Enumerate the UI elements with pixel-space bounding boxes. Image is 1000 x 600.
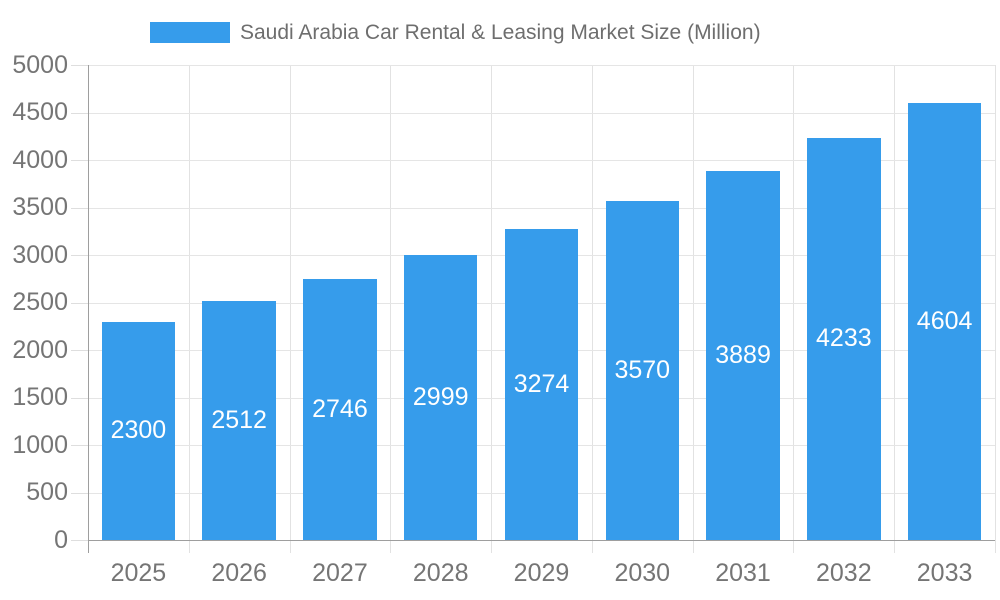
gridline-vertical xyxy=(289,65,291,553)
y-axis-tick xyxy=(71,540,88,541)
y-axis-tick xyxy=(71,445,88,446)
y-axis-tick xyxy=(71,397,88,399)
y-axis-tick xyxy=(71,112,88,114)
gridline-horizontal xyxy=(88,160,995,161)
y-axis-tick-label: 3500 xyxy=(12,193,68,221)
y-axis-tick-label: 0 xyxy=(54,525,68,554)
legend-swatch[interactable] xyxy=(150,22,230,43)
gridline-vertical xyxy=(793,65,795,553)
bar-value-label: 2300 xyxy=(110,416,167,445)
y-axis-tick-label: 2000 xyxy=(12,335,68,364)
gridline-vertical xyxy=(995,65,996,553)
bar-value-label: 2999 xyxy=(412,383,469,412)
gridline-vertical xyxy=(491,65,493,553)
gridline-vertical xyxy=(390,65,392,553)
y-axis-tick xyxy=(71,255,88,256)
bar: 2746 xyxy=(303,279,377,540)
x-axis-tick-label: 2027 xyxy=(312,559,368,587)
x-axis-tick-label: 2025 xyxy=(110,559,167,587)
bar: 3274 xyxy=(504,228,579,540)
bar-value-label: 3889 xyxy=(715,340,771,369)
y-axis-tick xyxy=(71,160,88,161)
y-axis-tick xyxy=(71,350,88,351)
bar-value-label: 2746 xyxy=(312,395,368,424)
x-axis-tick-label: 2029 xyxy=(513,559,570,587)
gridline-horizontal xyxy=(88,65,995,66)
x-axis-tick-label: 2026 xyxy=(211,559,267,587)
x-axis-tick-label: 2028 xyxy=(412,559,469,587)
y-axis-line xyxy=(88,65,89,553)
y-axis-tick xyxy=(71,492,88,494)
bar: 2999 xyxy=(403,255,478,540)
y-axis-tick xyxy=(71,65,88,66)
y-axis-tick-label: 4500 xyxy=(12,98,68,126)
bar: 2512 xyxy=(202,301,276,540)
x-axis-line xyxy=(88,540,995,541)
y-axis-tick xyxy=(71,302,88,304)
y-axis-tick-label: 1000 xyxy=(12,430,68,459)
bar-value-label: 3274 xyxy=(513,369,570,398)
x-axis-tick-label: 2032 xyxy=(816,559,872,587)
gridline-horizontal xyxy=(88,207,995,209)
y-axis-tick-label: 2500 xyxy=(12,288,68,316)
legend-label[interactable]: Saudi Arabia Car Rental & Leasing Market… xyxy=(240,21,761,44)
x-axis-tick-label: 2031 xyxy=(715,559,771,587)
bar: 3570 xyxy=(605,200,680,540)
y-axis-tick-label: 500 xyxy=(26,478,68,506)
gridline-horizontal xyxy=(88,112,995,114)
x-axis-tick-label: 2033 xyxy=(916,559,973,587)
bar: 2300 xyxy=(101,321,176,540)
bar: 4604 xyxy=(907,102,982,540)
y-axis-tick-label: 5000 xyxy=(12,50,68,79)
bar: 4233 xyxy=(807,137,881,540)
y-axis-tick xyxy=(71,207,88,209)
bar-value-label: 4604 xyxy=(916,306,973,335)
y-axis-tick-label: 1500 xyxy=(12,383,68,411)
gridline-vertical xyxy=(692,65,694,553)
y-axis-tick-label: 3000 xyxy=(12,240,68,269)
gridline-vertical xyxy=(591,65,593,553)
legend[interactable]: Saudi Arabia Car Rental & Leasing Market… xyxy=(150,22,761,43)
bar: 3889 xyxy=(706,170,780,540)
bar-value-label: 2512 xyxy=(211,406,267,435)
gridline-vertical xyxy=(188,65,190,553)
gridline-vertical xyxy=(894,65,896,553)
y-axis-tick-label: 4000 xyxy=(12,145,68,174)
bar-value-label: 3570 xyxy=(614,355,671,384)
x-axis-tick-label: 2030 xyxy=(614,559,671,587)
bar-value-label: 4233 xyxy=(816,324,872,353)
